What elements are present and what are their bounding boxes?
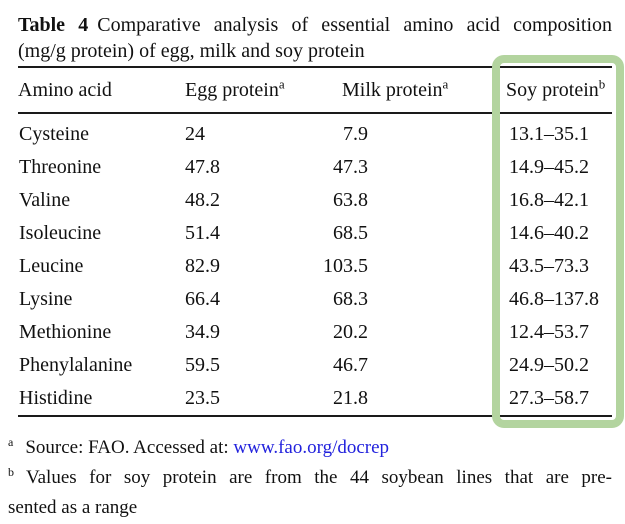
table-row: Phenylalanine 59.5 46.7 24.9–50.2 <box>18 349 612 382</box>
footnote-a-link[interactable]: www.fao.org/docrep <box>233 437 390 458</box>
table-caption-line1: Table 4 Comparative analysis of essential… <box>18 12 612 38</box>
header-amino-acid: Amino acid <box>18 79 112 101</box>
cell-amino-acid: Valine <box>19 189 71 211</box>
cell-egg-value: 59.5 <box>185 354 220 376</box>
cell-soy-value: 46.8–137.8 <box>509 288 599 310</box>
cell-amino-acid: Phenylalanine <box>19 354 133 376</box>
header-soy-protein: Soy proteinb <box>506 76 606 101</box>
cell-milk-value: 46.7 <box>333 354 368 376</box>
cell-egg-value: 24 <box>185 123 205 145</box>
cell-soy-value: 27.3–58.7 <box>509 387 589 409</box>
cell-milk-value: 20.2 <box>333 321 368 343</box>
cell-amino-acid: Isoleucine <box>19 222 102 244</box>
footnote-a: a Source: FAO. Accessed at: www.fao.org/d… <box>8 433 612 463</box>
table-row: Lysine 66.4 68.3 46.8–137.8 <box>18 283 612 316</box>
cell-milk-value: 63.8 <box>333 189 368 211</box>
cell-amino-acid: Threonine <box>19 156 102 178</box>
cell-egg-value: 48.2 <box>185 189 220 211</box>
cell-milk-value: 68.5 <box>333 222 368 244</box>
cell-soy-value: 43.5–73.3 <box>509 255 589 277</box>
footnote-b-marker: b <box>8 464 14 479</box>
cell-soy-value: 14.9–45.2 <box>509 156 589 178</box>
cell-soy-value: 14.6–40.2 <box>509 222 589 244</box>
table-caption-label: Table 4 <box>18 14 89 36</box>
table-row: Leucine 82.9 103.5 43.5–73.3 <box>18 250 612 283</box>
cell-amino-acid: Lysine <box>19 288 73 310</box>
table-row: Isoleucine 51.4 68.5 14.6–40.2 <box>18 217 612 250</box>
footnote-b-line1: b Values for soy protein are from the 44 … <box>8 463 612 493</box>
cell-soy-value: 13.1–35.1 <box>509 123 589 145</box>
footnote-a-text: Source: FAO. Accessed at: <box>25 437 229 458</box>
table-caption-text: Comparative analysis of essential amino … <box>97 14 613 36</box>
table-header-row: Amino acid Egg proteina Milk proteina So… <box>18 66 612 114</box>
cell-amino-acid: Leucine <box>19 255 84 277</box>
cell-soy-value: 12.4–53.7 <box>509 321 589 343</box>
header-egg-footnote-marker: a <box>278 76 285 92</box>
cell-milk-value: 68.3 <box>333 288 368 310</box>
header-milk-footnote-marker: a <box>442 76 449 92</box>
header-egg-protein: Egg proteina <box>185 76 285 101</box>
table-body: Cysteine 24 7.9 13.1–35.1 Threonine 47.8… <box>18 114 612 417</box>
table-caption-line2: (mg/g protein) of egg, milk and soy prot… <box>18 40 365 62</box>
cell-soy-value: 16.8–42.1 <box>509 189 589 211</box>
cell-amino-acid: Histidine <box>19 387 93 409</box>
footnote-b-line2: sented as a range <box>8 497 138 518</box>
cell-egg-value: 23.5 <box>185 387 220 409</box>
header-milk-protein: Milk proteina <box>342 76 449 101</box>
amino-acid-table: Amino acid Egg proteina Milk proteina So… <box>18 66 612 417</box>
table-row: Histidine 23.5 21.8 27.3–58.7 <box>18 382 612 415</box>
table-row: Valine 48.2 63.8 16.8–42.1 <box>18 184 612 217</box>
table-row: Threonine 47.8 47.3 14.9–45.2 <box>18 151 612 184</box>
cell-egg-value: 47.8 <box>185 156 220 178</box>
cell-milk-value: 47.3 <box>333 156 368 178</box>
footnote-a-marker: a <box>8 434 14 449</box>
cell-milk-value: 103.5 <box>323 255 368 277</box>
cell-soy-value: 24.9–50.2 <box>509 354 589 376</box>
cell-egg-value: 82.9 <box>185 255 220 277</box>
cell-milk-value: 7.9 <box>343 123 368 145</box>
cell-egg-value: 66.4 <box>185 288 220 310</box>
table-footnotes: a Source: FAO. Accessed at: www.fao.org/d… <box>8 433 612 523</box>
cell-egg-value: 51.4 <box>185 222 220 244</box>
cell-amino-acid: Methionine <box>19 321 112 343</box>
table-row: Cysteine 24 7.9 13.1–35.1 <box>18 118 612 151</box>
header-soy-footnote-marker: b <box>598 76 606 92</box>
footnote-b-text: Values for soy protein are from the 44 s… <box>26 467 612 488</box>
cell-amino-acid: Cysteine <box>19 123 89 145</box>
cell-egg-value: 34.9 <box>185 321 220 343</box>
cell-milk-value: 21.8 <box>333 387 368 409</box>
table-row: Methionine 34.9 20.2 12.4–53.7 <box>18 316 612 349</box>
